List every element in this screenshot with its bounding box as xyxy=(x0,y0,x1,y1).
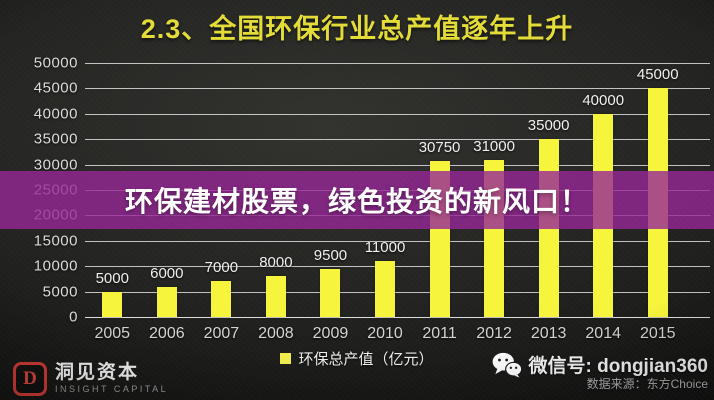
bar-value-label: 40000 xyxy=(582,91,625,109)
brand-block: D 洞见资本 INSIGHT CAPITAL xyxy=(13,362,168,396)
gridline xyxy=(85,266,710,268)
wechat-icon xyxy=(492,352,522,378)
x-tick-label: 2009 xyxy=(312,325,349,342)
bar-2009 xyxy=(320,268,341,317)
bar-2005 xyxy=(102,291,123,317)
gridline xyxy=(85,113,710,115)
bar-value-label: 6000 xyxy=(150,264,184,282)
data-source-label: 数据来源：东方Choice xyxy=(586,377,708,391)
y-tick-label: 15000 xyxy=(33,232,78,250)
bar-2006 xyxy=(156,286,177,317)
bar-value-label: 7000 xyxy=(204,259,239,277)
gridline xyxy=(85,63,710,64)
bar-value-label: 8000 xyxy=(259,254,293,272)
insight-capital-logo-icon: D xyxy=(13,362,47,396)
bar-slot: 6000 2006 xyxy=(140,63,195,342)
y-tick-label: 0 xyxy=(69,308,78,326)
bar-2010 xyxy=(375,261,395,317)
gridline xyxy=(85,139,710,141)
y-tick-label: 50000 xyxy=(33,54,78,72)
gridline xyxy=(85,291,710,293)
brand-name: 洞见资本 xyxy=(55,362,140,384)
legend-label: 环保总产值（亿元） xyxy=(298,351,434,368)
y-tick-label: 10000 xyxy=(33,257,78,275)
bar-slot: 11000 2010 xyxy=(358,63,413,342)
x-tick-label: 2015 xyxy=(639,325,676,342)
bar-slot: 9500 2009 xyxy=(303,63,358,342)
bar-value-label: 5000 xyxy=(95,269,129,287)
gridline xyxy=(85,88,710,90)
x-tick-label: 2010 xyxy=(367,325,403,342)
bar-value-label: 35000 xyxy=(527,117,570,135)
y-tick-label: 30000 xyxy=(33,156,78,174)
bar-slot: 5000 2005 xyxy=(85,63,140,342)
bar-2007 xyxy=(211,281,232,317)
x-tick-label: 2008 xyxy=(258,325,294,342)
chart-legend: 环保总产值（亿元） xyxy=(0,348,714,369)
x-tick-label: 2007 xyxy=(203,325,240,342)
bar-slot: 7000 2007 xyxy=(194,63,249,342)
gridline xyxy=(85,164,710,166)
y-tick-label: 5000 xyxy=(42,283,78,301)
x-tick-label: 2013 xyxy=(530,325,567,342)
bar-value-label: 9500 xyxy=(313,246,348,264)
x-tick-label: 2014 xyxy=(585,325,621,342)
x-tick-label: 2006 xyxy=(149,325,185,342)
y-tick-label: 35000 xyxy=(33,130,78,148)
gridline xyxy=(85,317,710,318)
x-tick-label: 2011 xyxy=(422,325,457,342)
wechat-id-label: 微信号: dongjian360 xyxy=(528,356,708,377)
wechat-row: 微信号: dongjian360 xyxy=(492,351,708,378)
bar-value-label: 11000 xyxy=(364,239,406,257)
bar-slot: 8000 2008 xyxy=(249,63,304,342)
wechat-block: 微信号: dongjian360 数据来源：东方Choice xyxy=(492,351,708,392)
bar-2008 xyxy=(265,276,286,317)
y-tick-label: 45000 xyxy=(33,79,78,97)
brand-name-en: INSIGHT CAPITAL xyxy=(55,384,169,395)
bar-value-label: 30750 xyxy=(418,138,461,156)
x-tick-label: 2012 xyxy=(476,325,512,342)
watermark-banner-text: 环保建材股票，绿色投资的新风口！ xyxy=(124,186,589,217)
bar-value-label: 31000 xyxy=(473,137,515,155)
legend-marker-square xyxy=(280,353,292,364)
watermark-banner: 环保建材股票，绿色投资的新风口！ xyxy=(0,171,714,229)
brand-text: 洞见资本 INSIGHT CAPITAL xyxy=(55,363,168,394)
x-tick-label: 2005 xyxy=(94,325,131,342)
bar-value-label: 45000 xyxy=(636,66,679,84)
chart-title: 2.3、全国环保行业总产值逐年上升 xyxy=(140,14,574,44)
gridline xyxy=(85,240,710,242)
y-tick-label: 40000 xyxy=(33,105,78,123)
